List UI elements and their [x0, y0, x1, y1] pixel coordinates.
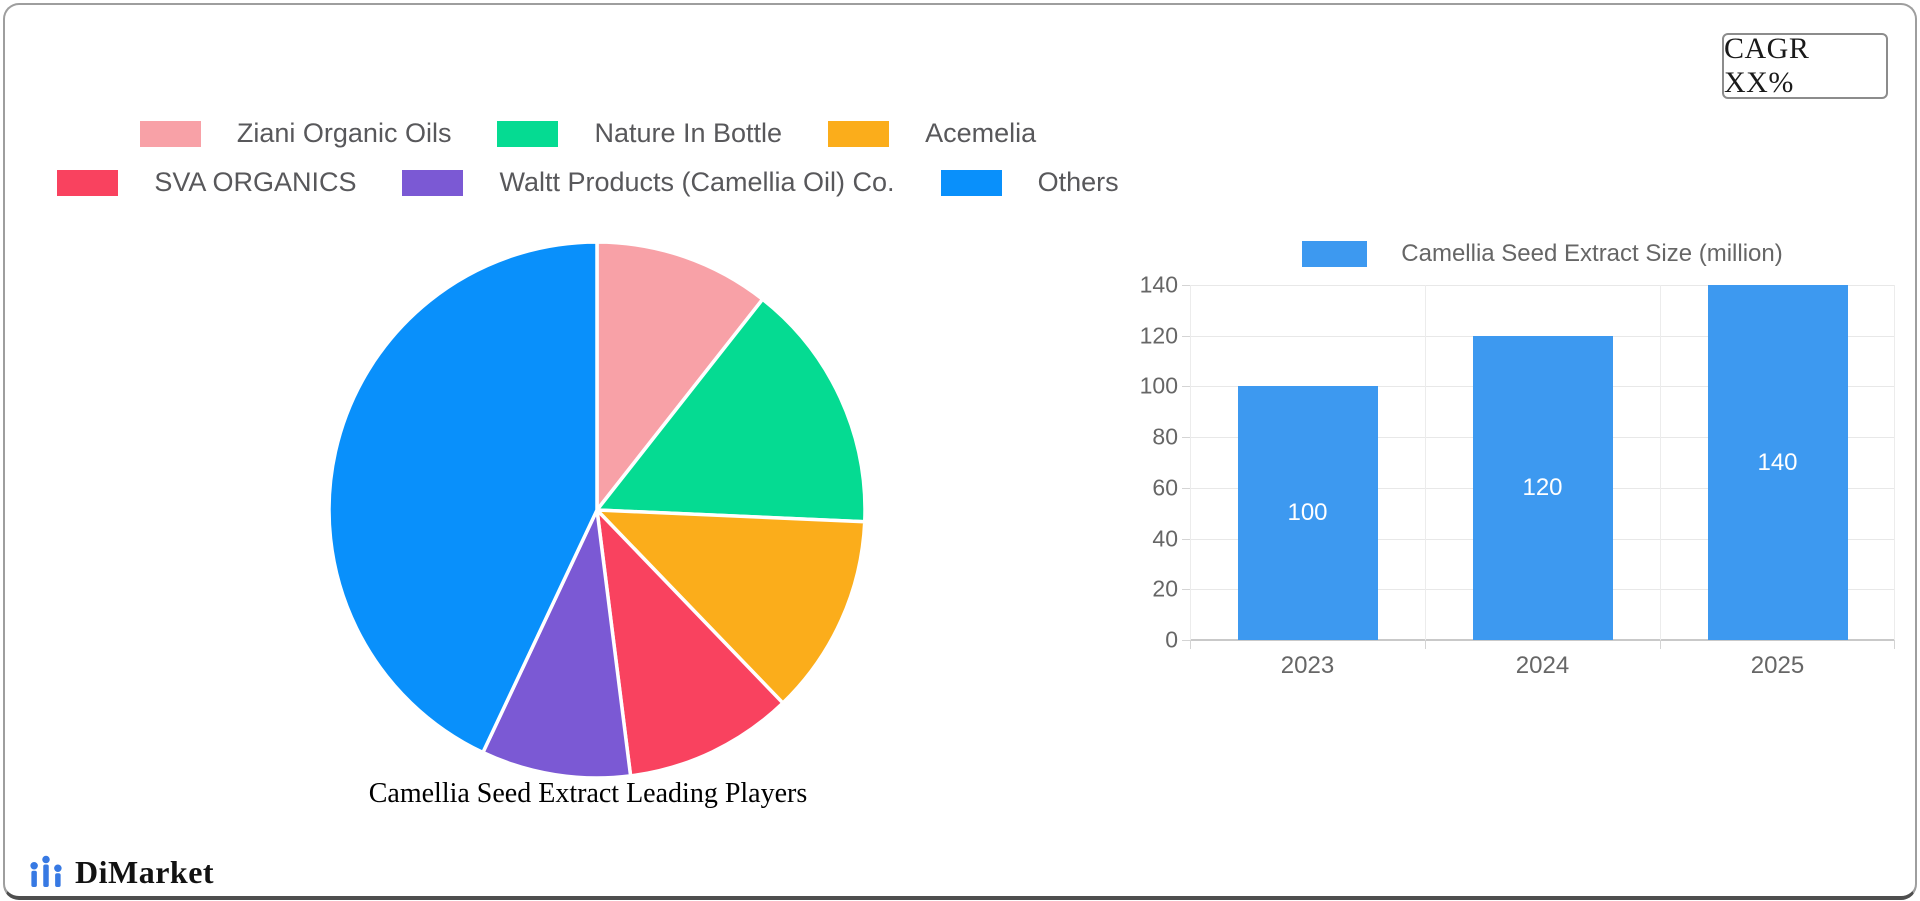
brand-logo: DiMarket	[26, 852, 214, 892]
y-axis-tick-mark	[1182, 487, 1190, 489]
vertical-gridline	[1425, 285, 1426, 640]
bar-chart-x-axis-labels: 2023 2024 2025	[1190, 652, 1895, 680]
bar-2025	[1707, 285, 1848, 640]
y-axis-tick-label: 140	[1139, 271, 1178, 298]
brand-name: DiMarket	[75, 853, 215, 890]
y-axis-tick-mark	[1182, 386, 1190, 388]
y-axis-tick-mark	[1182, 437, 1190, 439]
vertical-gridline	[1894, 285, 1895, 640]
pie-slice	[481, 508, 633, 780]
cagr-badge-label: CAGR XX%	[1724, 32, 1810, 99]
pie-chart-title: Camellia Seed Extract Leading Players	[368, 778, 808, 809]
bar-value-label: 120	[1522, 473, 1563, 501]
pie-slice	[327, 240, 599, 755]
pie-legend-item: Others	[940, 167, 1119, 198]
pie-slice	[595, 508, 785, 778]
y-axis-tick-label: 20	[1152, 575, 1178, 602]
pie-legend-row: SVA ORGANICS Waltt Products (Camellia Oil…	[57, 167, 1119, 198]
legend-swatch	[402, 169, 464, 196]
x-axis-category-label: 2024	[1515, 652, 1570, 679]
legend-label: Others	[1037, 167, 1119, 197]
x-axis-tick-mark	[1425, 640, 1426, 649]
x-axis-tick-mark	[1660, 640, 1661, 649]
legend-swatch	[139, 120, 201, 147]
bar-value-label: 140	[1757, 448, 1798, 476]
pie-legend-item: Acemelia	[828, 118, 1036, 149]
bar-legend-label: Camellia Seed Extract Size (million)	[1401, 240, 1783, 267]
y-axis-tick-mark	[1182, 538, 1190, 540]
x-axis-tick-mark	[1894, 640, 1895, 649]
vertical-gridline	[1660, 285, 1661, 640]
cagr-badge: CAGR XX%	[1722, 32, 1888, 99]
bar-2023	[1237, 386, 1378, 640]
pie-slice	[595, 508, 867, 705]
pie-chart	[327, 240, 867, 780]
bar-chart-logo-icon	[30, 855, 62, 887]
x-axis-category-label: 2023	[1280, 652, 1335, 679]
legend-label: Ziani Organic Oils	[236, 118, 452, 148]
pie-legend-row: Ziani Organic Oils Nature In Bottle Acemel…	[139, 118, 1036, 149]
legend-swatch	[57, 169, 119, 196]
y-axis-tick-mark	[1182, 589, 1190, 591]
bar-chart-legend: Camellia Seed Extract Size (million)	[1190, 240, 1895, 268]
bar-2024	[1472, 335, 1613, 640]
bar-value-label: 100	[1287, 499, 1328, 527]
pie-legend: Ziani Organic Oils Nature In Bottle Acemel…	[0, 118, 1176, 198]
y-axis-tick-mark	[1182, 335, 1190, 337]
y-axis-tick-label: 40	[1152, 525, 1178, 552]
y-axis-tick-label: 100	[1139, 372, 1178, 399]
pie-legend-item: Nature In Bottle	[497, 118, 782, 149]
y-axis-tick-label: 60	[1152, 474, 1178, 501]
legend-swatch	[828, 120, 890, 147]
y-axis-tick-label: 0	[1165, 626, 1178, 653]
gridline	[1190, 285, 1895, 286]
x-axis-category-label: 2025	[1750, 652, 1805, 679]
legend-label: SVA ORGANICS	[154, 167, 357, 197]
pie-chart-section: Ziani Organic Oils Nature In Bottle Acemel…	[0, 118, 1176, 809]
legend-label: Nature In Bottle	[594, 118, 783, 148]
pie-legend-item: SVA ORGANICS	[57, 167, 356, 198]
vertical-gridline	[1190, 285, 1191, 640]
y-axis-tick-label: 120	[1139, 322, 1178, 349]
pie-legend-item: Ziani Organic Oils	[139, 118, 452, 149]
pie-legend-item: Waltt Products (Camellia Oil) Co.	[402, 167, 895, 198]
bar-legend-swatch	[1302, 241, 1368, 267]
y-axis-tick-label: 80	[1152, 423, 1178, 450]
legend-label: Acemelia	[925, 118, 1037, 148]
y-axis-tick-mark	[1182, 640, 1190, 641]
pie-slice	[595, 297, 867, 524]
bar-chart-plot-area: 0 20 40 60 80 100 120 140 100 120 140	[1140, 272, 1895, 653]
legend-swatch	[940, 169, 1002, 196]
y-axis-tick-mark	[1182, 285, 1190, 286]
x-axis-tick-mark	[1190, 640, 1191, 649]
pie-slice	[595, 240, 765, 512]
x-axis-line	[1190, 639, 1895, 641]
legend-label: Waltt Products (Camellia Oil) Co.	[499, 167, 895, 197]
legend-swatch	[497, 120, 559, 147]
